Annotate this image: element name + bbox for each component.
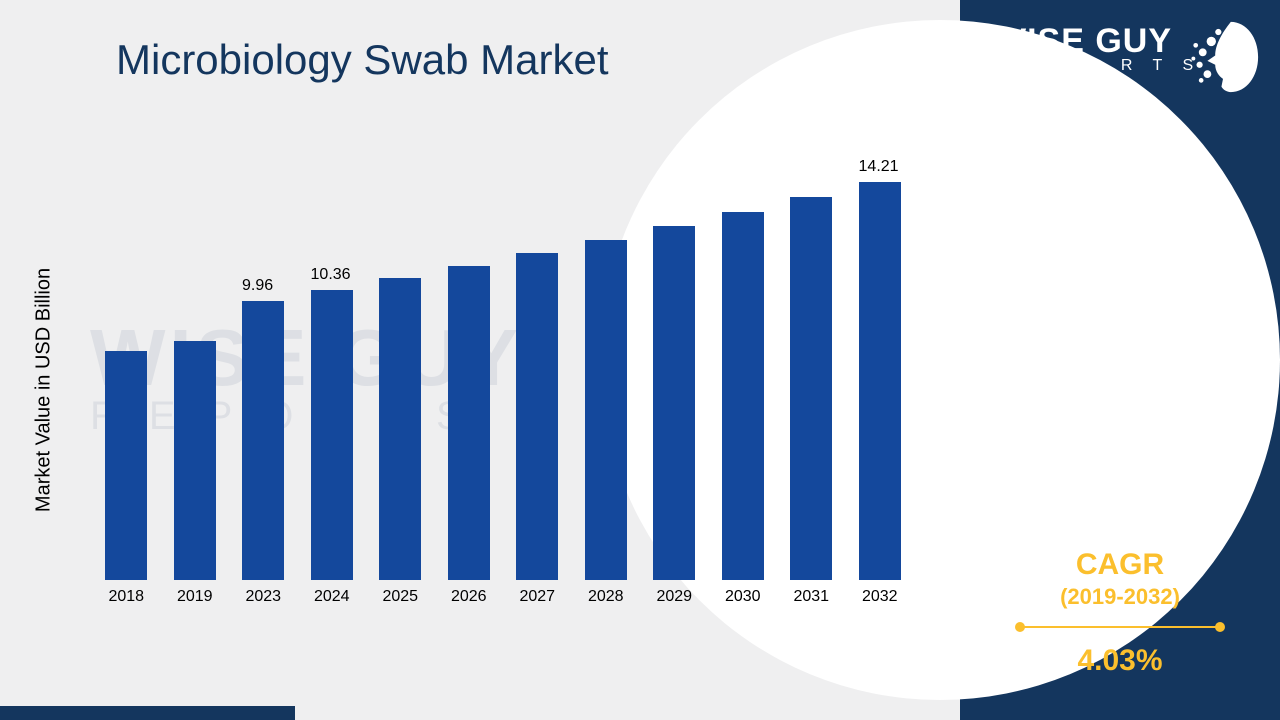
bar — [448, 266, 490, 580]
bar: 10.36 — [311, 290, 353, 580]
bar-slot — [435, 266, 504, 580]
x-tick-label: 2029 — [640, 580, 709, 620]
bar — [516, 253, 558, 580]
bar-slot — [640, 226, 709, 580]
x-tick-label: 2019 — [161, 580, 230, 620]
bar-slot — [503, 253, 572, 580]
plot-area: 9.96 10.36 14.21 — [92, 160, 914, 580]
bar — [722, 212, 764, 580]
bar: 14.21 — [859, 182, 901, 580]
x-tick-label: 2027 — [503, 580, 572, 620]
x-tick-label: 2031 — [777, 580, 846, 620]
report-canvas: Microbiology Swab Market WISE GUY R E P … — [0, 0, 1280, 720]
bar-slot — [572, 240, 641, 580]
bottom-accent-bar — [0, 706, 295, 720]
x-tick-label: 2030 — [709, 580, 778, 620]
brand-logo: WISE GUY R E P O R T S — [994, 22, 1254, 75]
bar — [790, 197, 832, 580]
bar-slot: 9.96 — [229, 301, 298, 580]
cagr-value: 4.03% — [990, 644, 1250, 678]
x-axis-labels: 2018201920232024202520262027202820292030… — [92, 580, 914, 620]
cagr-title: CAGR — [990, 548, 1250, 582]
bar-slot — [709, 212, 778, 580]
bar-slot: 14.21 — [846, 182, 915, 580]
x-tick-label: 2032 — [846, 580, 915, 620]
bar: 9.96 — [242, 301, 284, 580]
x-tick-label: 2028 — [572, 580, 641, 620]
bar-slot — [777, 197, 846, 580]
x-tick-label: 2023 — [229, 580, 298, 620]
bar — [174, 341, 216, 580]
chart-title: Microbiology Swab Market — [116, 36, 609, 84]
x-tick-label: 2026 — [435, 580, 504, 620]
bar-slot — [366, 278, 435, 580]
bar-slot — [92, 351, 161, 580]
cagr-block: CAGR (2019-2032) 4.03% — [990, 548, 1250, 678]
bar-value-label: 14.21 — [859, 158, 899, 176]
bar-slot: 10.36 — [298, 290, 367, 580]
bar-value-label: 10.36 — [311, 266, 351, 284]
bars-container: 9.96 10.36 14.21 — [92, 160, 914, 580]
x-tick-label: 2025 — [366, 580, 435, 620]
bar — [653, 226, 695, 580]
logo-head-icon — [1184, 18, 1262, 96]
bar-value-label: 9.96 — [242, 277, 273, 295]
bar-chart: Market Value in USD Billion 9.9610.3614.… — [44, 160, 914, 620]
cagr-divider — [1020, 626, 1220, 628]
bar — [105, 351, 147, 580]
bar — [379, 278, 421, 580]
bar-slot — [161, 341, 230, 580]
y-axis-label: Market Value in USD Billion — [33, 268, 56, 512]
x-tick-label: 2018 — [92, 580, 161, 620]
x-tick-label: 2024 — [298, 580, 367, 620]
cagr-range: (2019-2032) — [990, 584, 1250, 610]
bar — [585, 240, 627, 580]
